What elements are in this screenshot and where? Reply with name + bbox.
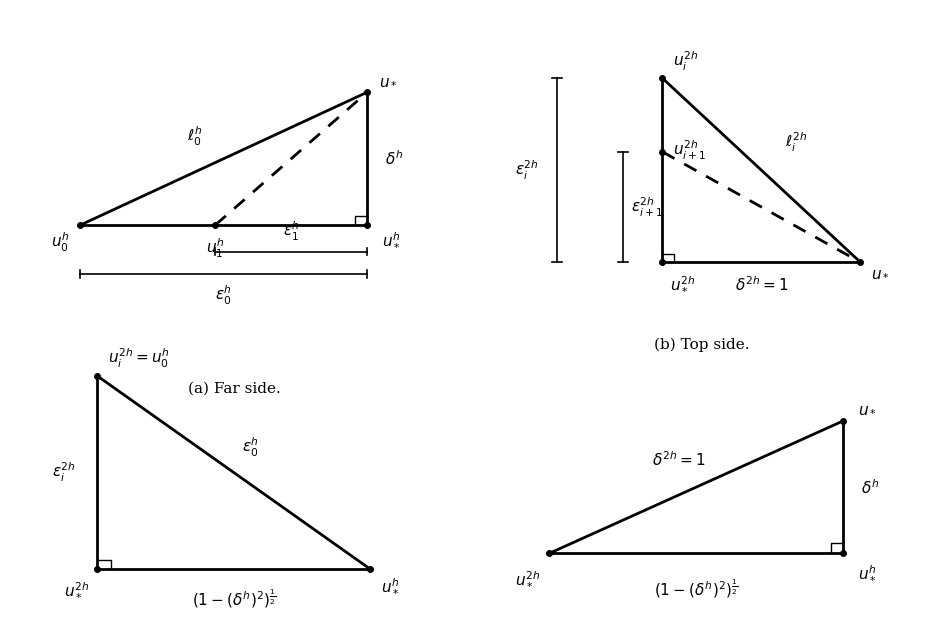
Text: (b) Top side.: (b) Top side. bbox=[654, 337, 750, 352]
Text: $\delta^h$: $\delta^h$ bbox=[385, 149, 403, 168]
Text: $\varepsilon_1^h$: $\varepsilon_1^h$ bbox=[283, 220, 300, 243]
Text: $\varepsilon_0^h$: $\varepsilon_0^h$ bbox=[241, 436, 259, 459]
Text: $(1-(\delta^h)^2)^{\frac{1}{2}}$: $(1-(\delta^h)^2)^{\frac{1}{2}}$ bbox=[192, 587, 276, 610]
Text: $u_1^h$: $u_1^h$ bbox=[206, 237, 225, 260]
Text: $u_*^h$: $u_*^h$ bbox=[382, 577, 401, 594]
Text: $u_i^{2h}$: $u_i^{2h}$ bbox=[673, 50, 698, 73]
Text: $u_*^{2h}$: $u_*^{2h}$ bbox=[64, 581, 89, 598]
Text: $u_*^{2h}$: $u_*^{2h}$ bbox=[515, 569, 540, 587]
Text: $\varepsilon_i^{2h}$: $\varepsilon_i^{2h}$ bbox=[51, 461, 76, 484]
Text: $(1-(\delta^h)^2)^{\frac{1}{2}}$: $(1-(\delta^h)^2)^{\frac{1}{2}}$ bbox=[654, 577, 739, 600]
Text: $\delta^h$: $\delta^h$ bbox=[861, 478, 879, 497]
Text: $u_i^{2h}=u_0^h$: $u_i^{2h}=u_0^h$ bbox=[109, 347, 170, 370]
Text: $\ell_0^h$: $\ell_0^h$ bbox=[187, 125, 203, 148]
Text: $u_*$: $u_*$ bbox=[379, 74, 398, 88]
Text: $u_*^{2h}$: $u_*^{2h}$ bbox=[670, 275, 695, 292]
Text: (a) Far side.: (a) Far side. bbox=[187, 381, 281, 395]
Text: $\ell_i^{2h}$: $\ell_i^{2h}$ bbox=[784, 131, 807, 154]
Text: $u_*^h$: $u_*^h$ bbox=[858, 564, 877, 582]
Text: $u_*$: $u_*$ bbox=[871, 266, 890, 280]
Text: $\varepsilon_i^{2h}$: $\varepsilon_i^{2h}$ bbox=[515, 158, 538, 182]
Text: $\delta^{2h}=1$: $\delta^{2h}=1$ bbox=[735, 275, 788, 294]
Text: $u_{i+1}^{2h}$: $u_{i+1}^{2h}$ bbox=[673, 138, 707, 162]
Text: $u_*^h$: $u_*^h$ bbox=[382, 231, 401, 249]
Text: $\varepsilon_0^h$: $\varepsilon_0^h$ bbox=[215, 284, 232, 307]
Text: $u_*$: $u_*$ bbox=[858, 402, 877, 415]
Text: $\varepsilon_{i+1}^{2h}$: $\varepsilon_{i+1}^{2h}$ bbox=[631, 195, 663, 218]
Text: $\delta^{2h}=1$: $\delta^{2h}=1$ bbox=[651, 450, 705, 469]
Text: $u_0^h$: $u_0^h$ bbox=[51, 231, 69, 254]
